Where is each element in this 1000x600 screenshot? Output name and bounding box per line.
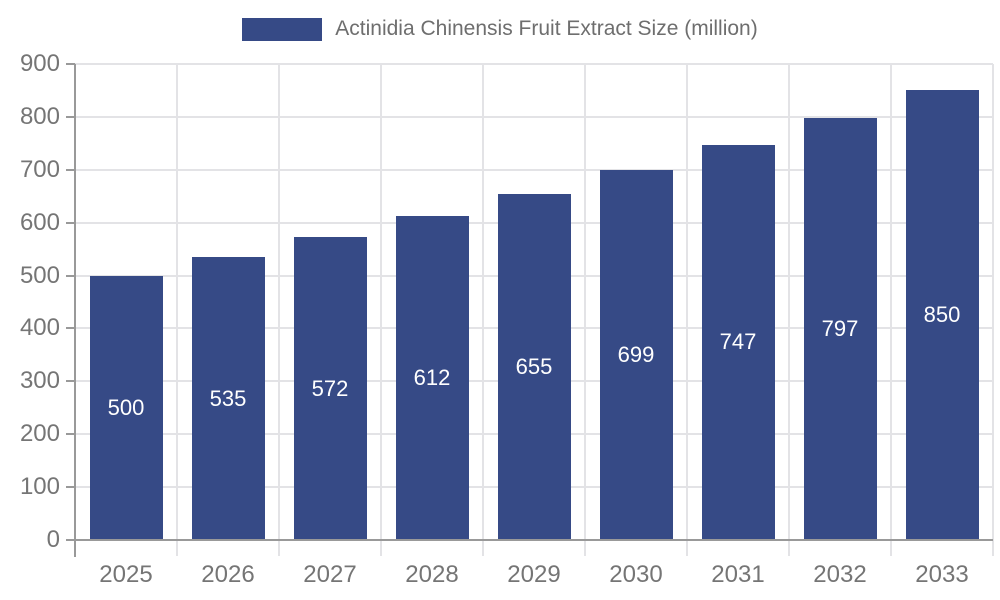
x-tick-label: 2028 (405, 561, 459, 588)
bar-2026[interactable]: 535 (191, 257, 265, 540)
y-tick-label: 400 (19, 314, 60, 342)
y-axis-tick (66, 221, 75, 224)
gridline-vertical (686, 64, 688, 540)
gridline-vertical (584, 64, 586, 540)
y-tick-label: 500 (19, 261, 60, 289)
gridline-horizontal (75, 115, 993, 118)
bar-value-label: 572 (311, 375, 349, 401)
y-axis-line (74, 64, 76, 557)
gridline-horizontal (75, 63, 993, 65)
bar-2032[interactable]: 797 (803, 118, 877, 540)
x-axis-tick (278, 540, 280, 556)
legend[interactable]: Actinidia Chinensis Fruit Extract Size (… (0, 17, 1000, 41)
bar-2028[interactable]: 612 (395, 216, 469, 540)
bar-value-label: 699 (617, 342, 655, 368)
y-axis-tick (66, 486, 75, 489)
y-tick-label: 0 (46, 526, 60, 553)
y-tick-label: 200 (19, 420, 60, 448)
bar-value-label: 612 (413, 365, 451, 391)
bar-2030[interactable]: 699 (599, 170, 673, 540)
x-axis-tick (686, 540, 688, 556)
y-axis-tick (66, 168, 75, 171)
gridline-vertical (890, 64, 892, 540)
gridline-vertical (482, 64, 484, 540)
bar-value-label: 797 (821, 316, 859, 342)
y-axis-tick (66, 115, 75, 118)
x-tick-label: 2025 (99, 561, 153, 588)
legend-swatch-icon (242, 17, 323, 41)
x-axis-line (66, 539, 993, 541)
y-tick-label: 600 (19, 208, 60, 236)
bar-value-label: 850 (923, 302, 961, 328)
y-tick-label: 100 (19, 473, 60, 501)
gridline-vertical (176, 64, 178, 540)
bar-value-label: 747 (719, 329, 757, 355)
x-tick-label: 2033 (915, 561, 969, 588)
x-tick-label: 2026 (201, 561, 255, 588)
x-tick-label: 2027 (303, 561, 357, 588)
x-tick-label: 2029 (507, 561, 561, 588)
gridline-vertical (278, 64, 280, 540)
bar-2029[interactable]: 655 (497, 193, 571, 540)
x-axis-tick (890, 540, 892, 556)
y-axis-tick (66, 433, 75, 436)
bar-value-label: 655 (515, 353, 553, 379)
y-tick-label: 800 (19, 102, 60, 130)
x-tick-label: 2032 (813, 561, 867, 588)
bar-value-label: 535 (209, 385, 247, 411)
y-tick-label: 700 (19, 155, 60, 183)
bar-2027[interactable]: 572 (293, 237, 367, 540)
bar-2031[interactable]: 747 (701, 144, 775, 540)
x-axis-tick (788, 540, 790, 556)
x-tick-label: 2030 (609, 561, 663, 588)
gridline-vertical (380, 64, 382, 540)
bar-2025[interactable]: 500 (89, 275, 163, 540)
gridline-vertical (788, 64, 790, 540)
y-axis-tick (66, 380, 75, 383)
y-tick-label: 900 (19, 50, 60, 77)
y-tick-label: 300 (19, 367, 60, 395)
x-axis-tick (584, 540, 586, 556)
bar-value-label: 500 (107, 394, 145, 420)
x-axis-tick (176, 540, 178, 556)
y-axis-tick (66, 63, 75, 65)
gridline-horizontal (75, 168, 993, 171)
gridline-vertical (992, 64, 994, 540)
y-axis-tick (66, 327, 75, 330)
x-axis-tick (380, 540, 382, 556)
x-axis-tick (992, 540, 994, 556)
bar-2033[interactable]: 850 (905, 90, 979, 540)
x-axis-tick (482, 540, 484, 556)
x-tick-label: 2031 (711, 561, 765, 588)
legend-label: Actinidia Chinensis Fruit Extract Size (… (335, 17, 758, 40)
y-axis-tick (66, 274, 75, 277)
